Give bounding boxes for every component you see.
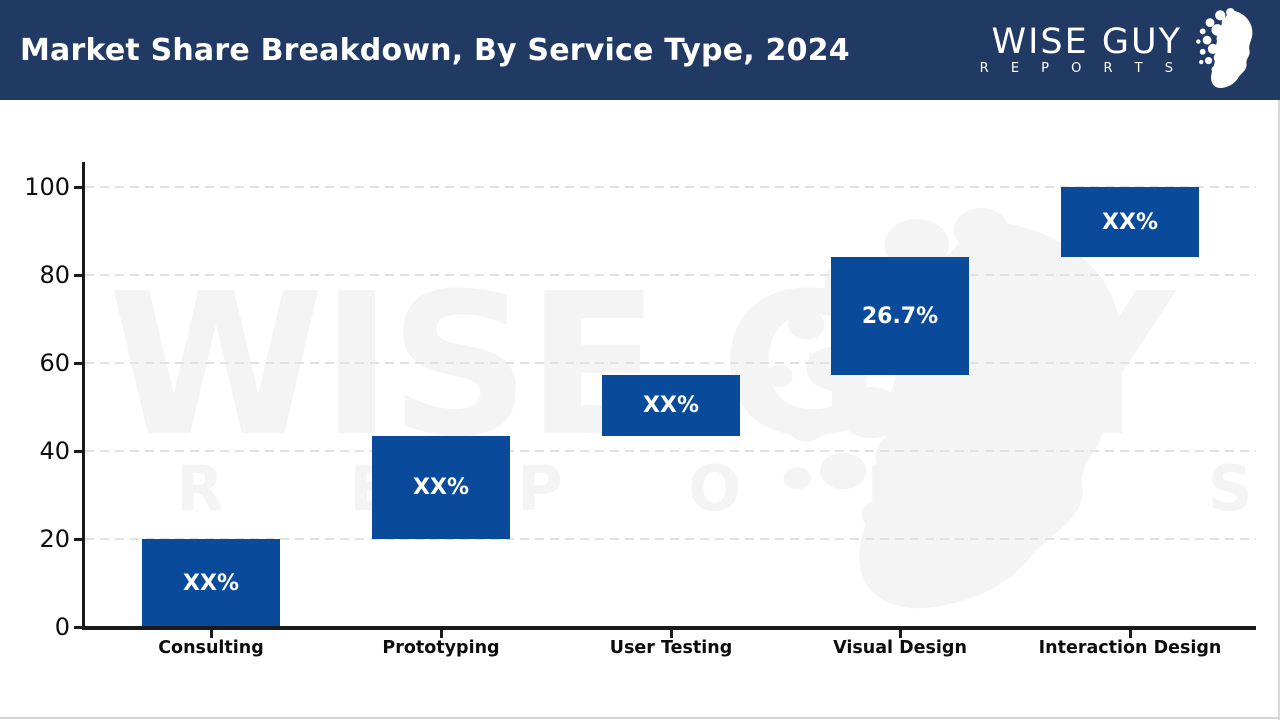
y-tick-mark bbox=[74, 361, 82, 365]
x-category-label: User Testing bbox=[609, 638, 733, 658]
bar-consulting: XX% bbox=[142, 539, 280, 627]
x-category-label: Consulting bbox=[158, 638, 264, 658]
bar-value-label: XX% bbox=[1102, 209, 1158, 235]
dotted-head-icon bbox=[1196, 8, 1253, 89]
y-tick-mark bbox=[74, 185, 82, 189]
logo-text: WISE GUY R E P O R T S bbox=[979, 21, 1182, 77]
wise-guy-logo: WISE GUY R E P O R T S bbox=[980, 8, 1266, 92]
y-axis-line bbox=[82, 162, 85, 629]
gridline-80 bbox=[85, 274, 1256, 276]
y-tick-mark bbox=[74, 625, 82, 629]
bar-value-label: XX% bbox=[643, 393, 699, 419]
x-category-label: Visual Design bbox=[833, 638, 967, 658]
x-tick-mark bbox=[209, 630, 213, 638]
y-tick-label: 40 bbox=[39, 437, 70, 465]
bottom-border bbox=[0, 717, 1280, 719]
bar-visual-design: 26.7% bbox=[831, 257, 969, 375]
watermark-head-icon bbox=[765, 208, 1120, 609]
x-tick-mark bbox=[669, 630, 673, 638]
x-tick-mark bbox=[439, 630, 443, 638]
y-tick-mark bbox=[74, 449, 82, 453]
y-tick-label: 60 bbox=[39, 349, 70, 377]
x-category-label: Prototyping bbox=[382, 638, 500, 658]
gridline-40 bbox=[85, 450, 1256, 452]
header: Market Share Breakdown, By Service Type,… bbox=[0, 0, 1280, 100]
bar-value-label: XX% bbox=[183, 570, 239, 596]
bar-value-label: 26.7% bbox=[861, 303, 939, 329]
logo-wordmark: WISE GUY bbox=[991, 21, 1182, 62]
x-tick-mark bbox=[898, 630, 902, 638]
y-tick-label: 100 bbox=[24, 173, 70, 201]
x-category-label: Interaction Design bbox=[1038, 638, 1222, 658]
bar-value-label: XX% bbox=[413, 475, 469, 501]
logo-tagline: R E P O R T S bbox=[979, 61, 1182, 77]
bar-interaction-design: XX% bbox=[1061, 187, 1199, 258]
gridline-100 bbox=[85, 186, 1256, 188]
y-tick-mark bbox=[74, 273, 82, 277]
page-title: Market Share Breakdown, By Service Type,… bbox=[20, 32, 850, 68]
waterfall-chart: WISE GUY R E P O R T S XX% XX% XX% 26.7% XX%… bbox=[0, 100, 1280, 720]
gridline-60 bbox=[85, 362, 1256, 364]
gridline-20 bbox=[85, 538, 1256, 540]
bar-prototyping: XX% bbox=[372, 436, 510, 539]
bar-user-testing: XX% bbox=[602, 374, 740, 437]
x-tick-mark bbox=[1128, 630, 1132, 638]
y-tick-label: 0 bbox=[54, 613, 70, 641]
right-border bbox=[1278, 100, 1280, 720]
y-tick-label: 20 bbox=[39, 525, 70, 553]
y-tick-mark bbox=[74, 537, 82, 541]
y-tick-label: 80 bbox=[39, 261, 70, 289]
x-axis-line bbox=[82, 626, 1256, 630]
